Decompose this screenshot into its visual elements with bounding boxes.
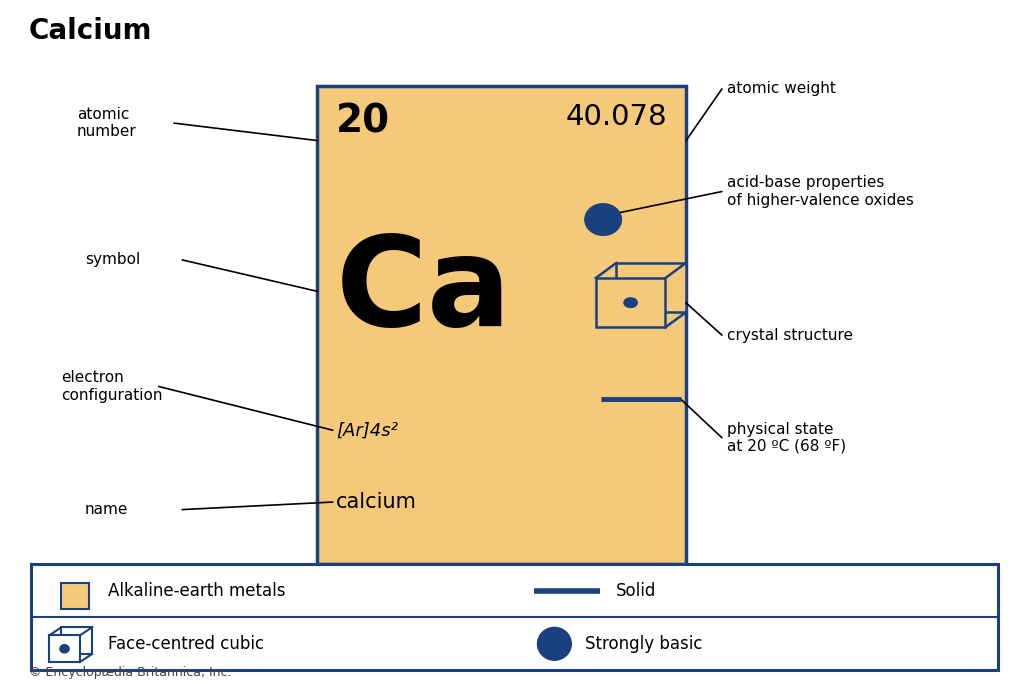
Text: Calcium: Calcium [29, 17, 153, 45]
Text: atomic weight: atomic weight [727, 81, 836, 96]
Text: electron
configuration: electron configuration [61, 370, 163, 403]
Text: © Encyclopædia Britannica, Inc.: © Encyclopædia Britannica, Inc. [29, 666, 231, 679]
FancyBboxPatch shape [31, 564, 998, 670]
Text: 20: 20 [336, 103, 390, 141]
Text: Alkaline-earth metals: Alkaline-earth metals [108, 582, 286, 600]
Text: Solid: Solid [615, 582, 656, 600]
Text: name: name [85, 502, 128, 517]
Text: calcium: calcium [336, 492, 417, 512]
Bar [49, 635, 80, 662]
Ellipse shape [585, 204, 622, 235]
Text: symbol: symbol [85, 252, 140, 267]
Text: [Ar]4s²: [Ar]4s² [336, 421, 397, 439]
Text: crystal structure: crystal structure [727, 328, 853, 343]
Text: atomic
number: atomic number [77, 107, 136, 140]
Bar [596, 278, 666, 328]
Bar [616, 263, 686, 313]
Text: Strongly basic: Strongly basic [585, 635, 702, 653]
FancyBboxPatch shape [317, 86, 686, 564]
Ellipse shape [538, 627, 571, 660]
Text: 40.078: 40.078 [566, 103, 668, 131]
Text: Face-centred cubic: Face-centred cubic [108, 635, 263, 653]
Ellipse shape [59, 644, 70, 653]
Bar [61, 583, 89, 609]
Text: Ca: Ca [336, 231, 512, 352]
Bar [61, 627, 92, 654]
Text: physical state
at 20 ºC (68 ºF): physical state at 20 ºC (68 ºF) [727, 421, 846, 454]
Ellipse shape [624, 298, 637, 308]
Text: acid-base properties
of higher-valence oxides: acid-base properties of higher-valence o… [727, 175, 913, 208]
